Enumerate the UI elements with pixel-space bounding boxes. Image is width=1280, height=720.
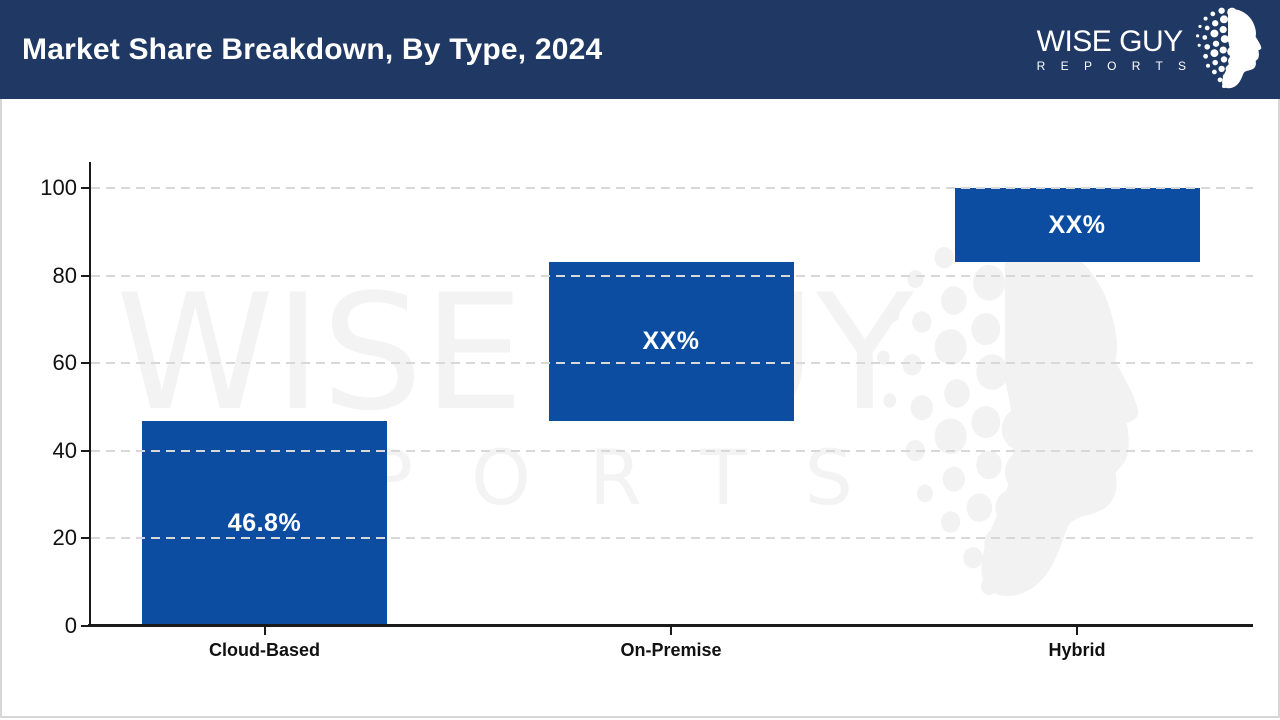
bar-value-label: 46.8% [227, 509, 302, 537]
logo-wordmark: WISE GUY [1036, 24, 1184, 58]
x-axis [88, 624, 1253, 627]
x-tick-label-on-premise: On-Premise [620, 640, 722, 660]
logo-subtitle: R E P O R T S [1036, 59, 1192, 74]
y-tick-label: 20 [52, 525, 77, 551]
bar-cloud-based: 46.8% [142, 421, 387, 626]
y-tick-label: 80 [52, 262, 77, 288]
logo-text: WISE GUY R E P O R T S [1037, 26, 1192, 74]
x-tick-label-hybrid: Hybrid [1048, 640, 1106, 660]
y-axis [89, 162, 91, 627]
y-tick-mark [81, 274, 89, 277]
watermark-line1: WISE GUY [116, 259, 914, 446]
watermark-head-icon [877, 229, 1139, 597]
y-tick-mark [81, 449, 89, 452]
x-tick-mark [263, 627, 266, 635]
gridline-100 [91, 187, 1253, 189]
wise-guy-logo: WISE GUY R E P O R T S [1037, 6, 1280, 94]
y-tick-label: 0 [64, 613, 77, 638]
x-tick-label-cloud-based: Cloud-Based [208, 640, 320, 660]
gridline-20 [91, 537, 1253, 540]
y-tick-mark [81, 537, 89, 540]
y-tick-mark [81, 625, 89, 627]
bar-value-label: XX% [642, 327, 700, 356]
logo-head-icon [1196, 7, 1262, 88]
x-tick-mark [1076, 627, 1078, 635]
header: Market Share Breakdown, By Type, 2024 WI… [0, 0, 1280, 99]
y-tick-label: 100 [40, 175, 77, 200]
gridline-80 [91, 274, 1253, 277]
x-tick-mark [670, 627, 672, 635]
gridline-40 [91, 449, 1253, 452]
y-tick-mark [81, 187, 89, 189]
y-tick-mark [81, 362, 89, 365]
bar-value-label: XX% [1048, 210, 1106, 239]
bar-on-premise: XX% [548, 262, 794, 421]
y-tick-label: 40 [52, 437, 77, 463]
bar-hybrid: XX% [954, 188, 1200, 263]
gridline-60 [91, 362, 1253, 365]
page-title: Market Share Breakdown, By Type, 2024 [22, 32, 603, 66]
y-tick-label: 60 [52, 350, 77, 376]
